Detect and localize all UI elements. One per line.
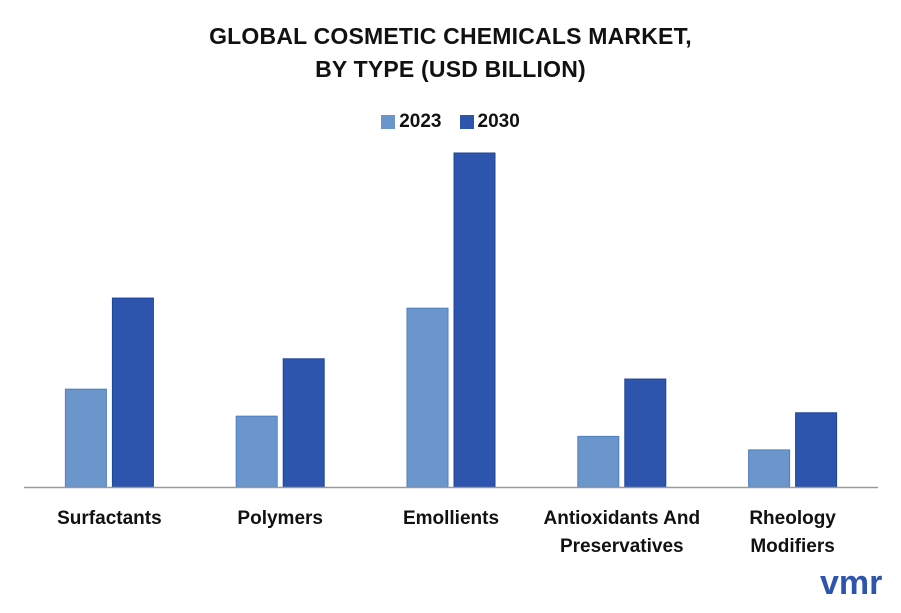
vmr-logo-icon: vmr	[820, 566, 882, 602]
bar-polymers-2023	[235, 415, 278, 488]
x-tick-label-surfactants: Surfactants	[57, 508, 162, 529]
legend-swatch-2023	[381, 115, 396, 129]
bar-antioxidants-and-preservatives-2023	[577, 435, 620, 488]
legend-label-2023: 2023	[399, 111, 442, 132]
bar-emollients-2030	[453, 152, 496, 488]
bar-rheology-modifiers-2030	[795, 412, 838, 488]
legend: 2023 2030	[0, 111, 901, 133]
legend-swatch-2030	[459, 115, 474, 129]
chart-title: GLOBAL COSMETIC CHEMICALS MARKET, BY TYP…	[0, 20, 901, 86]
bar-polymers-2030	[282, 358, 325, 488]
bar-surfactants-2030	[111, 297, 154, 488]
x-tick-label-antioxidants-and-preservatives-line-2: Preservatives	[560, 536, 684, 557]
title-line-1: GLOBAL COSMETIC CHEMICALS MARKET,	[209, 23, 692, 49]
bar-emollients-2023	[406, 307, 449, 488]
bar-rheology-modifiers-2023	[748, 449, 791, 488]
logo-text: vmr	[820, 566, 882, 602]
x-tick-label-rheology-modifiers-line-2: Modifiers	[750, 536, 834, 557]
x-tick-label-antioxidants-and-preservatives-line-1: Antioxidants And	[544, 508, 701, 529]
x-tick-label-rheology-modifiers-line-1: Rheology	[749, 508, 836, 529]
bar-surfactants-2023	[64, 388, 107, 488]
legend-item-2030: 2030	[459, 111, 520, 133]
x-tick-label-polymers: Polymers	[237, 508, 323, 529]
bar-antioxidants-and-preservatives-2030	[624, 378, 667, 488]
title-line-2: BY TYPE (USD BILLION)	[315, 56, 586, 82]
legend-item-2023: 2023	[381, 111, 442, 133]
legend-label-2030: 2030	[477, 111, 520, 132]
x-tick-label-emollients: Emollients	[403, 508, 499, 529]
